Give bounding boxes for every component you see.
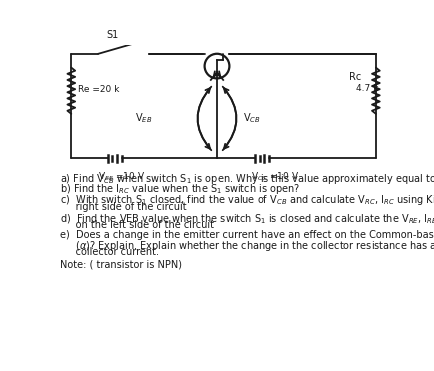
- Text: d)  Find the VEB value when the switch S$_1$ is closed and calculate the V$_{RE}: d) Find the VEB value when the switch S$…: [60, 211, 434, 226]
- Text: a) Find V$_{CB}$ when switch S$_1$ is open. Why is this value approximately equa: a) Find V$_{CB}$ when switch S$_1$ is op…: [60, 171, 434, 186]
- Text: S1: S1: [106, 30, 118, 40]
- Text: collector current.: collector current.: [60, 247, 159, 257]
- Text: ($\alpha$)? Explain. Explain whether the change in the collector resistance has : ($\alpha$)? Explain. Explain whether the…: [60, 239, 434, 253]
- Text: Note: ( transistor is NPN): Note: ( transistor is NPN): [60, 259, 182, 269]
- Text: right side of the circuit: right side of the circuit: [60, 201, 187, 211]
- Text: Rc: Rc: [349, 72, 361, 82]
- Text: b) Find the I$_{RC}$ value when the S$_1$ switch is open?: b) Find the I$_{RC}$ value when the S$_1…: [60, 183, 301, 196]
- Text: 4.7 k: 4.7 k: [356, 84, 379, 93]
- Text: V$_{EB}$: V$_{EB}$: [135, 112, 152, 125]
- Text: V$_{CC}$ =10 V: V$_{CC}$ =10 V: [251, 171, 299, 183]
- Text: Re =20 k: Re =20 k: [78, 85, 119, 94]
- Text: V$_{CB}$: V$_{CB}$: [243, 112, 261, 125]
- Text: c)  With switch S$_1$ closed, find the value of V$_{CB}$ and calculate V$_{RC}$,: c) With switch S$_1$ closed, find the va…: [60, 193, 434, 207]
- Text: on the left side of the circuit: on the left side of the circuit: [60, 220, 214, 230]
- Text: e)  Does a change in the emitter current have an effect on the Common-based curr: e) Does a change in the emitter current …: [60, 230, 434, 240]
- Text: V$_{EE}$ =10 V: V$_{EE}$ =10 V: [98, 171, 145, 183]
